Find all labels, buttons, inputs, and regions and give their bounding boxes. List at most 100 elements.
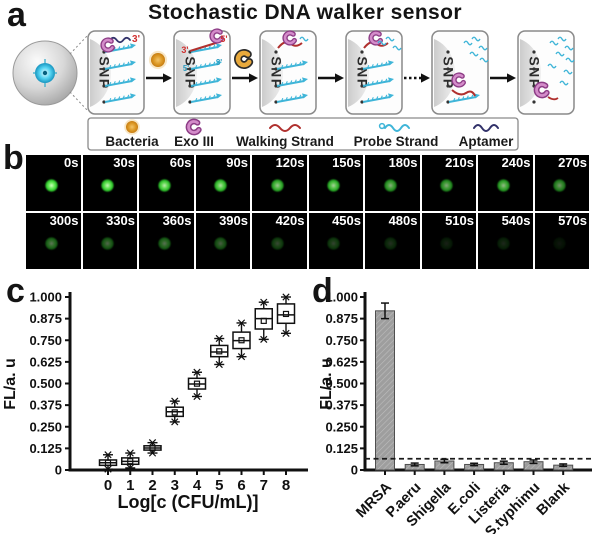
c-x-tick-label: 4 [193, 477, 202, 494]
probe-fragment [549, 40, 559, 46]
snp-label: SNP [526, 56, 542, 89]
snp-step: SNP [431, 30, 489, 115]
snp-label: SNP [96, 56, 112, 89]
panel-d-barchart: 0 0.125 0.250 0.375 0.500 0.625 0.750 0.875 1.00… [320, 290, 592, 534]
box-whisker [121, 449, 140, 472]
probe-fragment [377, 40, 387, 46]
fluorescent-spot [496, 178, 510, 192]
figure-title: Stochastic DNA walker sensor [148, 1, 462, 24]
frame-time-label: 60s [169, 155, 192, 170]
exo-iii-icon [185, 118, 202, 136]
bar [493, 460, 514, 475]
bacteria-exo-complex-icon [234, 49, 254, 69]
fluorescence-frame: 120s [252, 155, 307, 211]
c-y-tick-label: 0.250 [29, 419, 62, 434]
c-x-tick-label: 7 [260, 477, 268, 494]
bacteria-icon [148, 50, 168, 70]
probe-fragment [564, 45, 574, 51]
frame-time-label: 270s [558, 155, 587, 170]
fluorescence-frame: 60s [139, 155, 194, 211]
fluorescence-frame: 240s [478, 155, 533, 211]
frame-time-label: 420s [275, 213, 305, 228]
frame-time-label: 90s [226, 155, 248, 170]
snp-label: SNP [268, 56, 284, 89]
fluorescent-spot [553, 178, 567, 192]
d-y-tick-label: 0.875 [325, 311, 358, 326]
snp-step: SNP [259, 30, 317, 115]
fluorescence-frame: 300s [26, 213, 81, 269]
fluorescent-spot [383, 178, 397, 192]
frame-time-label: 510s [445, 213, 474, 228]
fluorescent-spot [44, 236, 58, 250]
panel-a-legend: Bacteria Exo III Walking Strand Probe Stran… [87, 117, 519, 151]
fluorescent-spot [553, 236, 567, 250]
box-whisker [232, 319, 251, 361]
legend-label: Aptamer [459, 134, 515, 149]
probe-fragment [385, 36, 395, 42]
fluorescent-spot [214, 236, 228, 250]
snp-step: SNP [517, 30, 575, 115]
fluorescent-spot [101, 178, 115, 192]
d-y-axis-title: FL/a. u [320, 358, 335, 410]
panel-c-letter: c [6, 272, 25, 310]
step-arrow [146, 50, 172, 83]
frame-time-label: 570s [558, 213, 587, 228]
probe-fragment [299, 36, 309, 42]
exo-iii-icon [185, 118, 202, 136]
fluorescence-frame: 510s [421, 213, 476, 269]
d-axes: 0 0.125 0.250 0.375 0.500 0.625 0.750 0.875 1.00… [325, 290, 592, 478]
probe-fragment [463, 40, 473, 46]
probe-strand-icon [378, 122, 410, 132]
strand-end-label: 3' [181, 45, 188, 55]
step-arrow [318, 73, 344, 83]
frame-time-label: 360s [162, 213, 192, 228]
fluorescence-frame: 30s [82, 155, 137, 211]
fluorescent-spot [327, 236, 341, 250]
fluorescence-frame: 480s [365, 213, 420, 269]
c-x-tick-label: 6 [237, 477, 245, 494]
snp-label: SNP [182, 56, 198, 89]
box-whisker [254, 298, 273, 344]
legend-label: Walking Strand [236, 134, 334, 149]
strand-end-label: 3' [216, 58, 222, 67]
frame-time-label: 150s [332, 155, 361, 170]
fluorescence-frame: 450s [308, 213, 363, 269]
fluorescence-frame: 330s [82, 213, 137, 269]
fluorescence-frame: 270s [534, 155, 589, 211]
fluorescent-spot [383, 236, 397, 250]
frame-time-label: 300s [49, 213, 79, 228]
bar [375, 302, 395, 475]
c-y-tick-label: 0.750 [29, 333, 62, 348]
c-y-tick-label: 0.500 [29, 376, 62, 391]
fluorescent-spot [101, 236, 115, 250]
probe-fragment [555, 51, 565, 57]
panel-b-timelapse-grid: 0s 30s 60s 90s 120s 150s 180s 210s 240s 270s 300s 3… [26, 155, 589, 269]
fluorescent-spot [327, 178, 341, 192]
bacteria-icon [124, 119, 140, 135]
frame-time-label: 210s [445, 155, 474, 170]
c-y-tick-label: 0 [55, 463, 62, 478]
d-y-tick-label: 0.750 [325, 333, 358, 348]
fluorescence-frame: 540s [478, 213, 533, 269]
fluorescence-frame: 570s [534, 213, 589, 269]
probe-fragment [557, 36, 567, 42]
frame-time-label: 390s [219, 213, 248, 228]
box-whisker [165, 397, 184, 426]
frame-time-label: 540s [501, 213, 531, 228]
snp-step: SNP 3' [87, 30, 145, 115]
fluorescence-frame: 210s [421, 155, 476, 211]
fluorescence-frame: 180s [365, 155, 420, 211]
probe-fragment [471, 36, 481, 42]
d-y-tick-label: 0.375 [325, 398, 358, 413]
strand-end-label: 3' [132, 34, 140, 45]
frame-time-label: 480s [388, 213, 418, 228]
c-x-tick-label: 3 [171, 477, 179, 494]
box-whisker [98, 451, 118, 473]
fluorescent-spot [440, 178, 454, 192]
bar [434, 458, 455, 475]
d-y-tick-label: 0.250 [325, 419, 358, 434]
probe-fragment [479, 57, 489, 63]
probe-fragment [392, 45, 402, 51]
